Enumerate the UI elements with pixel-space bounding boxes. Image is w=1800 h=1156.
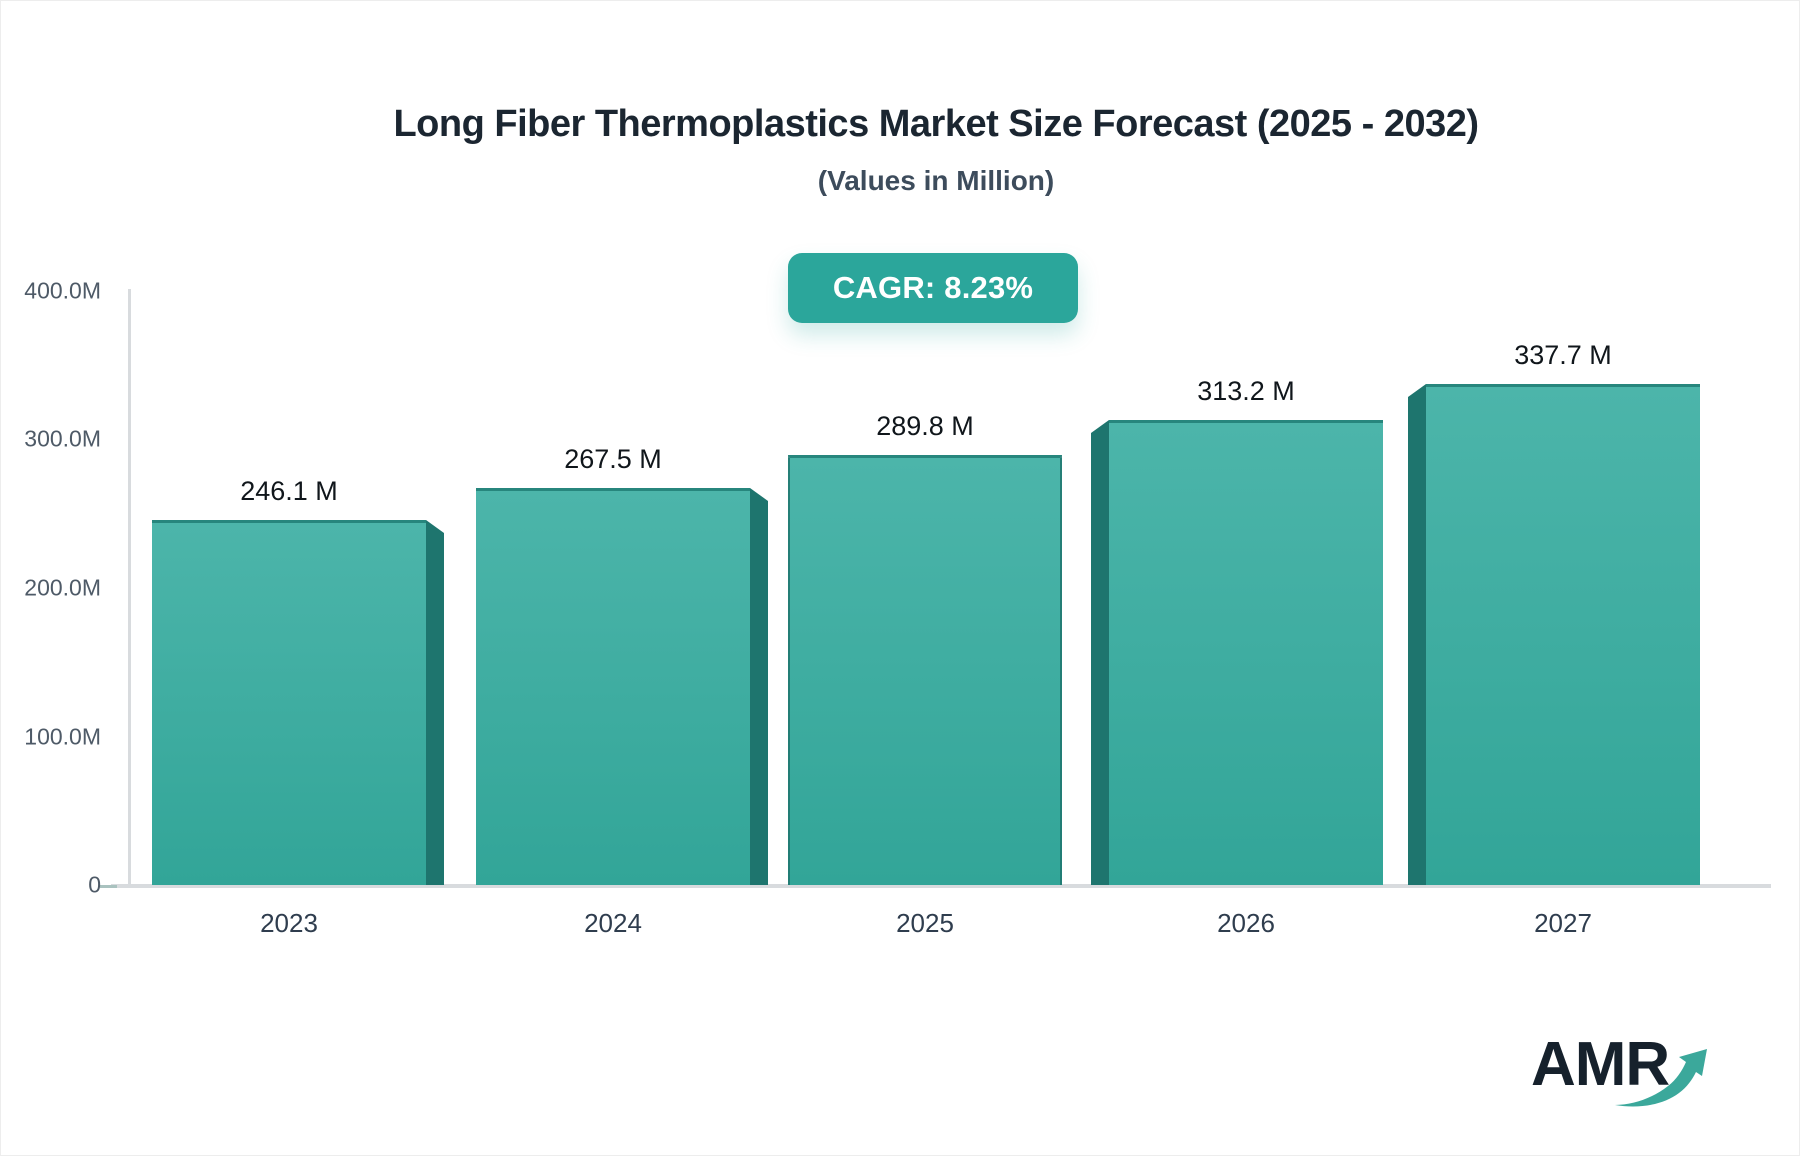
bar-side-3d	[1091, 420, 1109, 885]
bar-value-label: 246.1 M	[240, 476, 338, 506]
bar-value-label: 337.7 M	[1514, 340, 1612, 370]
x-axis-label: 2027	[1534, 908, 1592, 938]
cagr-badge: CAGR: 8.23%	[788, 253, 1078, 323]
page-subtitle: (Values in Million)	[817, 165, 1055, 196]
bar-side-3d	[426, 520, 444, 885]
cagr-badge-label: CAGR: 8.23%	[832, 270, 1034, 305]
brand-arrow-icon	[1615, 1049, 1707, 1107]
x-axis-label: 2026	[1217, 908, 1275, 938]
x-axis-line	[111, 884, 1771, 888]
y-axis-tick-label: 0	[88, 871, 101, 898]
bar	[476, 488, 750, 885]
y-axis-tick-label: 400.0M	[24, 277, 101, 304]
bar	[1426, 384, 1700, 885]
y-axis-line	[128, 289, 131, 887]
bar-side-3d	[1408, 384, 1426, 885]
bar-value-label: 267.5 M	[564, 444, 662, 474]
bar	[1109, 420, 1383, 885]
x-axis-label: 2023	[260, 908, 318, 938]
bar	[788, 455, 1062, 885]
zero-tick-mark	[100, 885, 117, 888]
x-axis-label: 2024	[584, 908, 642, 938]
y-axis-tick-label: 300.0M	[24, 425, 101, 452]
brand-logo: AMR	[1531, 1029, 1731, 1129]
bar	[152, 520, 426, 885]
bar-value-label: 313.2 M	[1197, 376, 1295, 406]
bar-side-3d	[750, 488, 768, 885]
brand-logo-text: AMR	[1531, 1030, 1670, 1099]
y-axis-tick-label: 200.0M	[24, 574, 101, 601]
bar-value-label: 289.8 M	[876, 411, 974, 441]
page-title: Long Fiber Thermoplastics Market Size Fo…	[393, 103, 1479, 145]
y-axis-tick-label: 100.0M	[24, 723, 101, 750]
x-axis-label: 2025	[896, 908, 954, 938]
